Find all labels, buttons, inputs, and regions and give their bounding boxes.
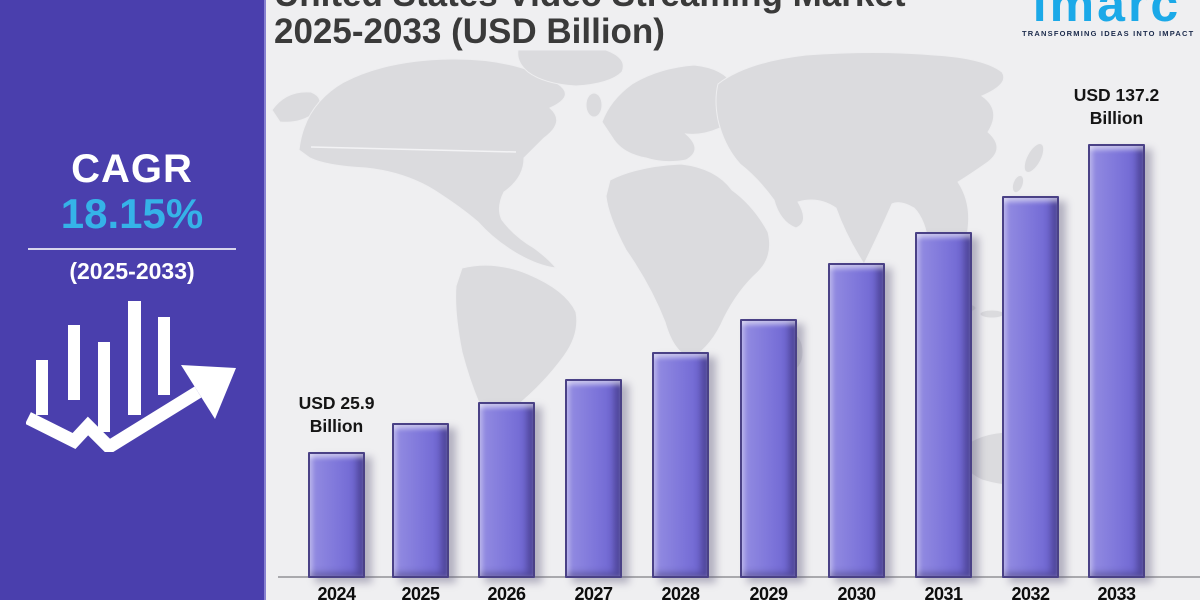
chart-title-line2: 2025-2033 (USD Billion)	[274, 12, 665, 51]
x-axis-label-2031: 2031	[924, 584, 963, 600]
x-axis-label-2028: 2028	[661, 584, 700, 600]
bar-2031	[915, 232, 972, 578]
value-label-2033: USD 137.2 Billion	[1052, 84, 1182, 130]
bar-2028	[652, 352, 709, 578]
imarc-logo: imarc TRANSFORMING IDEAS INTO IMPACT	[1022, 0, 1195, 38]
x-axis-label-2033: 2033	[1097, 584, 1136, 600]
bar-2025	[392, 423, 449, 578]
bar-2027	[565, 379, 622, 578]
divider	[28, 248, 236, 250]
x-axis-label-2024: 2024	[317, 584, 356, 600]
cagr-value: 18.15%	[60, 190, 204, 237]
imarc-logo-wordmark: imarc	[1032, 0, 1182, 32]
x-axis-label-2025: 2025	[401, 584, 440, 600]
x-axis-label-2026: 2026	[487, 584, 526, 600]
cagr-period: (2025-2033)	[69, 258, 195, 284]
x-axis-line	[278, 576, 1200, 578]
bar-chart-growth-arrow-icon	[26, 301, 236, 452]
bar-2032	[1002, 196, 1059, 578]
bar-2026	[478, 402, 535, 578]
x-axis-label-2029: 2029	[749, 584, 788, 600]
value-label-line1: USD 137.2	[1073, 85, 1160, 105]
bar-2033	[1088, 144, 1145, 578]
cagr-label: CAGR	[71, 147, 193, 191]
chart-title-line1: United States Video Streaming Market	[274, 0, 905, 13]
bar-2024	[308, 452, 365, 578]
bar-2029	[740, 319, 797, 578]
value-label-2024: USD 25.9 Billion	[272, 392, 402, 438]
x-axis-label-2027: 2027	[574, 584, 613, 600]
x-axis-label-2030: 2030	[837, 584, 876, 600]
value-label-line1: USD 25.9	[298, 393, 375, 413]
imarc-logo-tagline: TRANSFORMING IDEAS INTO IMPACT	[1022, 29, 1195, 38]
cagr-sidebar: CAGR 18.15% (2025-2033)	[0, 0, 266, 600]
x-axis-label-2032: 2032	[1011, 584, 1050, 600]
value-label-line2: Billion	[309, 416, 364, 436]
value-label-line2: Billion	[1089, 108, 1144, 128]
chart-title: United States Video Streaming Market 202…	[274, 0, 905, 50]
bar-2030	[828, 263, 885, 578]
